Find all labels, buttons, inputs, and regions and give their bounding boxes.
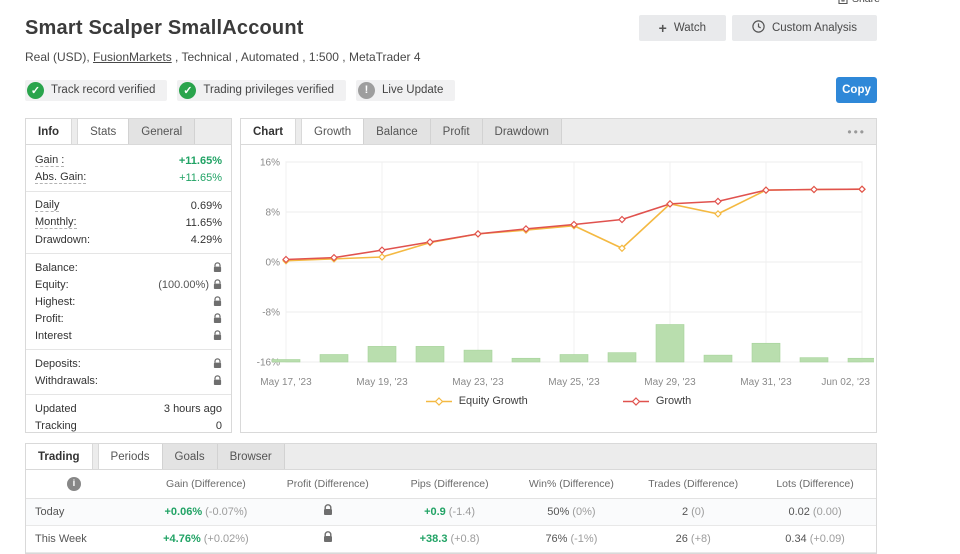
- growth-chart-svg: 16% 8% 0% -8% -16% May 17, '23 May 19, '23 May …: [257, 158, 874, 388]
- col-pips: Pips (Difference): [388, 470, 511, 499]
- more-dots-icon[interactable]: •••: [847, 125, 866, 139]
- badge-trading-privileges: ✓ Trading privileges verified: [177, 79, 346, 101]
- check-icon: ✓: [27, 81, 44, 99]
- tab-growth[interactable]: Growth: [301, 119, 365, 144]
- lock-icon: [213, 313, 222, 324]
- check-icon: ✓: [179, 81, 197, 99]
- stat-row-equity: Equity: (100.00%): [26, 276, 231, 293]
- tab-general[interactable]: General: [128, 119, 196, 144]
- tab-goals[interactable]: Goals: [161, 444, 218, 469]
- chart-panel-title: Chart: [241, 119, 297, 144]
- account-subtitle: Real (USD), FusionMarkets , Technical , …: [25, 50, 421, 64]
- watch-label: Watch: [673, 22, 706, 34]
- lock-icon: [213, 330, 222, 341]
- clock-icon: [752, 20, 765, 36]
- tab-stats[interactable]: Stats: [77, 119, 130, 144]
- share-label: Share: [852, 0, 880, 5]
- legend-label: Equity Growth: [458, 395, 528, 407]
- copy-button[interactable]: Copy: [836, 77, 877, 103]
- periods-table: i Gain (Difference) Profit (Difference) …: [26, 470, 876, 553]
- stat-row-balance: Balance:: [26, 259, 231, 276]
- badge-label: Trading privileges verified: [203, 84, 334, 96]
- lock-icon: [323, 504, 333, 516]
- lock-icon: [213, 358, 222, 369]
- stat-row-updated: Updated 3 hours ago: [35, 402, 222, 415]
- lock-icon: [213, 279, 222, 290]
- legend-growth[interactable]: Growth: [622, 395, 692, 407]
- page-title: Smart Scalper SmallAccount: [25, 16, 304, 39]
- stat-row-withdrawals: Withdrawals:: [26, 372, 231, 389]
- svg-text:May 29, '23: May 29, '23: [644, 377, 696, 388]
- tab-balance[interactable]: Balance: [363, 119, 431, 144]
- lock-icon: [213, 262, 222, 273]
- badge-label: Track record verified: [51, 84, 156, 96]
- svg-text:May 31, '23: May 31, '23: [740, 377, 792, 388]
- stat-row-deposits: Deposits:: [26, 355, 231, 372]
- stat-row-daily: Daily 0.69%: [35, 199, 222, 212]
- svg-text:May 17, '23: May 17, '23: [260, 377, 312, 388]
- legend-label: Growth: [655, 395, 692, 407]
- custom-analysis-label: Custom Analysis: [771, 22, 857, 34]
- stat-row-abs-gain: Abs. Gain: +11.65%: [35, 171, 222, 184]
- stat-row-monthly: Monthly: 11.65%: [35, 216, 222, 229]
- custom-analysis-button[interactable]: Custom Analysis: [731, 15, 877, 41]
- badge-label: Live Update: [382, 84, 444, 96]
- chart-panel: Chart Growth Balance Profit Drawdown •••…: [240, 118, 877, 433]
- tab-drawdown[interactable]: Drawdown: [481, 119, 562, 144]
- info-panel: Info Stats General Gain : +11.65% Abs. Ga…: [25, 118, 232, 433]
- watch-button[interactable]: + Watch: [638, 15, 726, 41]
- svg-text:16%: 16%: [260, 158, 280, 169]
- col-profit: Profit (Difference): [266, 470, 389, 499]
- badge-track-record: ✓ Track record verified: [25, 79, 168, 101]
- equity-growth-marker-icon: [425, 396, 452, 406]
- badge-live-update: ! Live Update: [356, 79, 456, 101]
- tab-periods[interactable]: Periods: [97, 444, 163, 469]
- info-icon[interactable]: i: [67, 476, 81, 491]
- svg-text:May 23, '23: May 23, '23: [452, 377, 504, 388]
- share-button[interactable]: Share: [838, 0, 880, 5]
- growth-marker-icon: [622, 396, 649, 406]
- plus-icon: +: [658, 20, 667, 36]
- svg-text:8%: 8%: [266, 208, 281, 219]
- svg-text:Jun 02, '23: Jun 02, '23: [821, 377, 870, 388]
- share-icon: [838, 0, 848, 5]
- lock-icon: [323, 531, 333, 543]
- svg-text:-16%: -16%: [257, 358, 280, 369]
- svg-text:0%: 0%: [266, 258, 281, 269]
- periods-panel-title: Trading: [26, 444, 93, 469]
- broker-link[interactable]: FusionMarkets: [93, 50, 172, 64]
- tab-profit[interactable]: Profit: [429, 119, 483, 144]
- table-row-today: Today +0.06% (-0.07%) +0.9 (-1.4) 50% (0%) …: [26, 498, 876, 526]
- col-lots: Lots (Difference): [754, 470, 876, 499]
- stat-row-gain: Gain : +11.65%: [35, 154, 222, 167]
- info-panel-title: Info: [26, 119, 73, 144]
- growth-chart: 16% 8% 0% -8% -16% May 17, '23 May 19, '23 May …: [241, 145, 876, 432]
- lock-icon: [213, 296, 222, 307]
- stat-row-interest: Interest: [26, 327, 231, 344]
- stat-row-tracking: Tracking 0: [35, 419, 222, 432]
- col-win: Win% (Difference): [510, 470, 633, 499]
- legend-equity-growth[interactable]: Equity Growth: [425, 395, 528, 407]
- table-row-this-week: This Week +4.76% (+0.02%) +38.3 (+0.8) 76%…: [26, 525, 876, 553]
- periods-panel: Trading Periods Goals Browser i Gain (Di…: [25, 443, 877, 554]
- col-trades: Trades (Difference): [632, 470, 755, 499]
- svg-text:May 19, '23: May 19, '23: [356, 377, 408, 388]
- stat-row-highest: Highest:: [26, 293, 231, 310]
- svg-text:May 25, '23: May 25, '23: [548, 377, 600, 388]
- tab-browser[interactable]: Browser: [216, 444, 285, 469]
- stat-row-drawdown: Drawdown: 4.29%: [35, 233, 222, 246]
- col-gain: Gain (Difference): [145, 470, 267, 499]
- exclamation-icon: !: [358, 81, 375, 99]
- lock-icon: [213, 375, 222, 386]
- svg-text:-8%: -8%: [262, 308, 280, 319]
- stat-row-profit: Profit:: [26, 310, 231, 327]
